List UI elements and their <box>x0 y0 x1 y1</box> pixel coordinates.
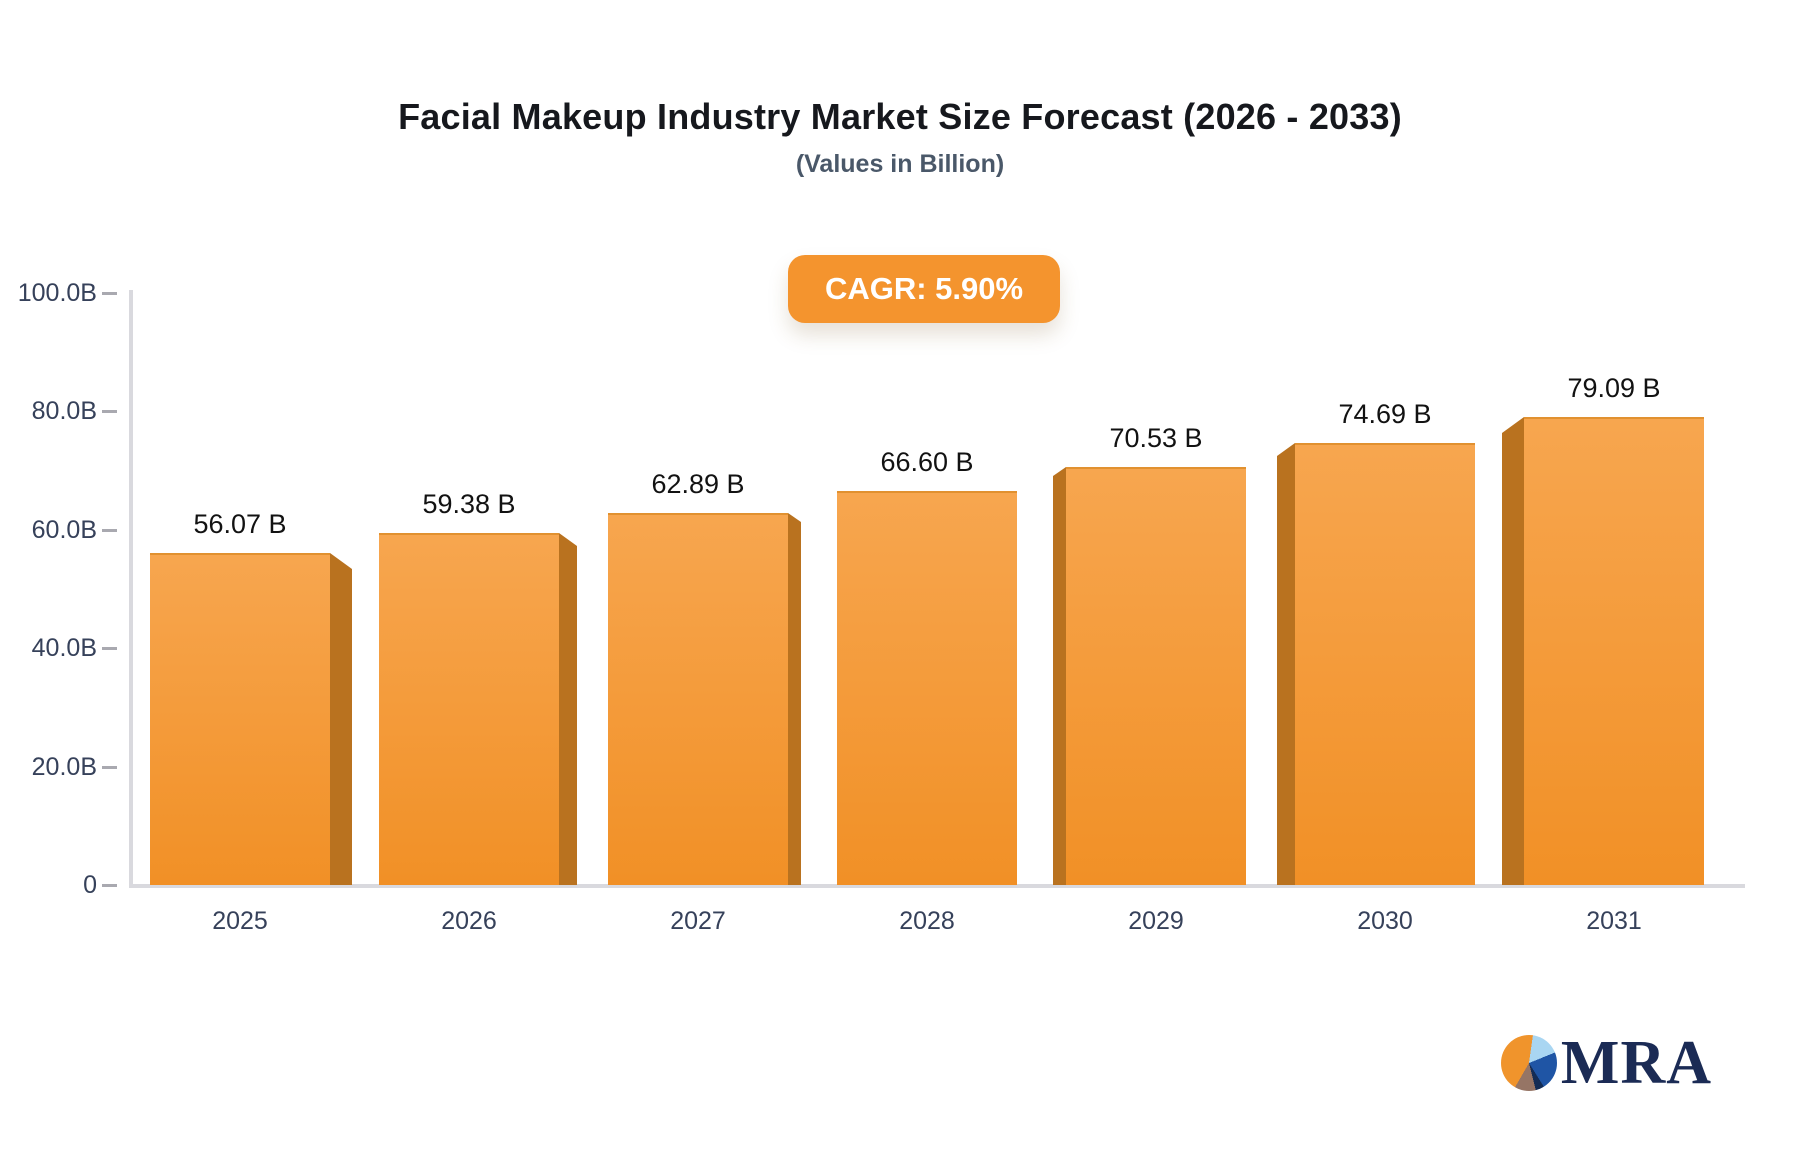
bar <box>1066 467 1246 885</box>
bar <box>1524 417 1704 885</box>
bar-value-label: 79.09 B <box>1567 373 1661 403</box>
y-axis-tick <box>102 647 117 651</box>
x-axis-category-label: 2027 <box>670 907 726 935</box>
x-axis-category-label: 2025 <box>212 907 268 935</box>
bar-3d-side <box>1502 417 1524 885</box>
bar <box>379 533 559 885</box>
bar-value-label: 70.53 B <box>1109 423 1203 453</box>
cagr-badge: CAGR: 5.90% <box>788 255 1060 323</box>
y-axis-tick-label: 60.0B <box>31 515 97 544</box>
pie-chart-logo-icon <box>1500 1035 1557 1091</box>
bar <box>150 553 330 885</box>
chart-title: Facial Makeup Industry Market Size Forec… <box>398 96 1402 137</box>
y-axis-tick-label: 80.0B <box>31 397 97 426</box>
x-axis-category-label: 2031 <box>1586 907 1642 935</box>
bar-value-label: 66.60 B <box>880 447 974 477</box>
mra-logo: MRA <box>1500 1029 1712 1097</box>
bar-3d-side <box>559 533 577 885</box>
bar-3d-side <box>1277 443 1295 885</box>
x-axis-category-label: 2026 <box>441 907 497 935</box>
x-axis-line <box>129 884 1745 888</box>
bar-value-label: 56.07 B <box>193 509 287 539</box>
bar-value-label: 62.89 B <box>651 469 745 499</box>
y-axis-tick <box>102 765 117 769</box>
y-axis-tick-label: 100.0B <box>17 279 97 307</box>
bar <box>837 491 1017 885</box>
y-axis-tick <box>102 292 117 295</box>
bar-value-label: 74.69 B <box>1338 399 1432 429</box>
x-axis-category-label: 2028 <box>899 907 955 935</box>
x-axis-category-label: 2030 <box>1357 907 1413 935</box>
y-axis-tick-label: 0 <box>83 871 97 899</box>
y-axis-tick <box>102 528 117 532</box>
bar-3d-side <box>1053 467 1066 885</box>
y-axis-tick <box>102 410 117 414</box>
logo-text: MRA <box>1560 1029 1712 1097</box>
bar <box>608 513 788 885</box>
x-axis-category-label: 2029 <box>1128 907 1184 935</box>
bar-3d-side <box>330 553 352 885</box>
chart-subtitle: (Values in Billion) <box>795 150 1005 178</box>
bar-3d-side <box>788 513 801 885</box>
y-axis-tick <box>102 884 117 887</box>
bar <box>1295 443 1475 885</box>
y-axis-tick-label: 40.0B <box>31 634 97 663</box>
cagr-badge-label: CAGR: 5.90% <box>824 271 1024 306</box>
y-axis-tick-label: 20.0B <box>31 752 97 781</box>
y-axis-line <box>129 290 133 888</box>
bar-value-label: 59.38 B <box>422 489 516 519</box>
